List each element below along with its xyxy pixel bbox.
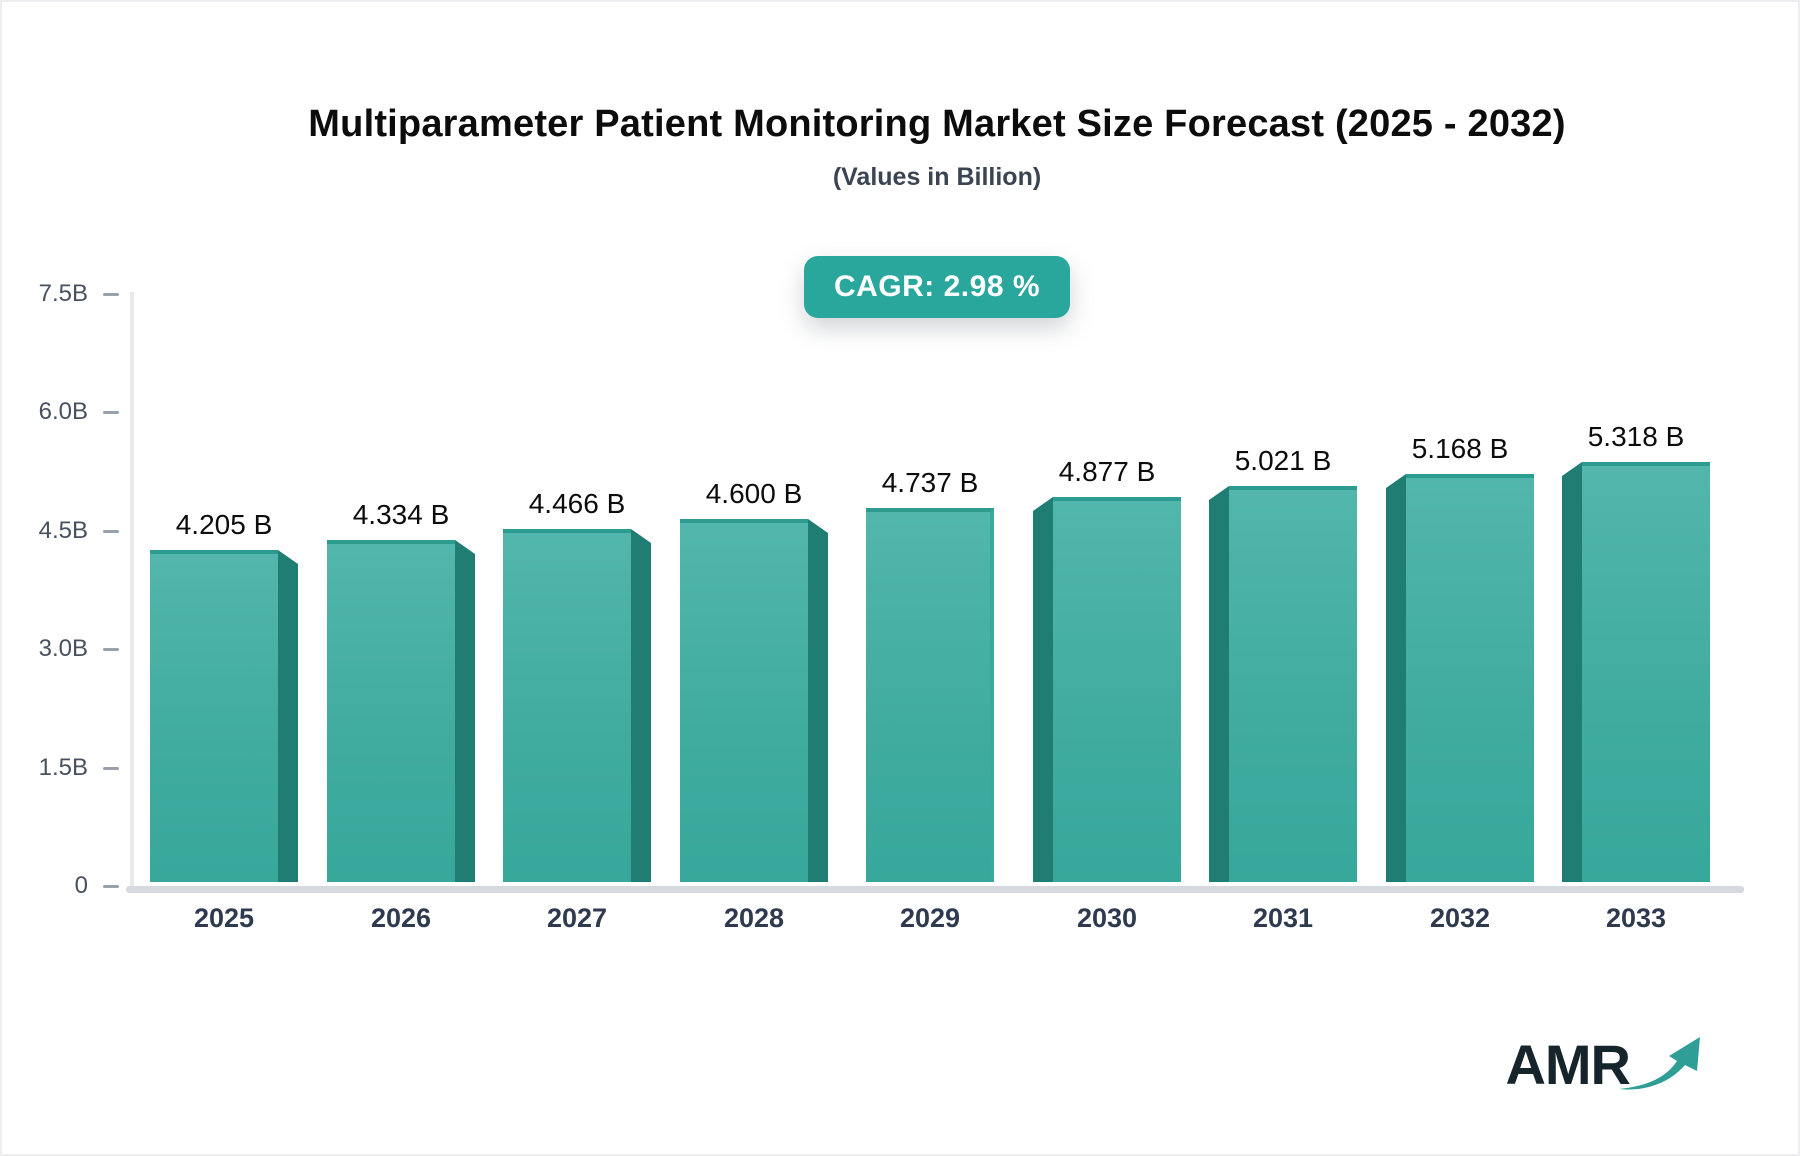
bar	[866, 508, 994, 882]
bar-group-2027: 4.466 B 2027	[503, 488, 651, 933]
y-axis-tick-label: 0	[74, 872, 88, 899]
y-axis-tick-mark	[103, 648, 119, 651]
y-axis-tick-mark	[103, 767, 119, 770]
y-axis-tick-label: 7.5B	[38, 280, 88, 307]
bar-group-2031: 5.021 B 2031	[1209, 445, 1357, 933]
x-axis-label: 2026	[370, 903, 432, 933]
x-axis-baseline	[126, 886, 1744, 893]
bar-side-face	[1033, 497, 1053, 882]
x-axis-label: 2032	[1429, 903, 1491, 933]
bar-side-face	[278, 550, 298, 882]
x-axis-label: 2025	[193, 903, 255, 933]
bar-side-face	[631, 529, 651, 882]
cagr-badge: CAGR: 2.98 %	[803, 256, 1071, 318]
y-axis-tick-mark	[103, 885, 119, 888]
y-axis-line	[130, 292, 134, 888]
y-tick: 1.5B	[2, 753, 122, 783]
y-axis-tick-label: 4.5B	[38, 517, 88, 544]
bar-value-label: 4.466 B	[528, 488, 626, 519]
amr-logo: AMR	[1505, 1032, 1704, 1097]
bar	[680, 519, 808, 882]
x-axis-label: 2031	[1252, 903, 1314, 933]
x-axis-label: 2029	[899, 903, 961, 933]
bar-side-face	[1386, 474, 1406, 882]
bar-side-face	[1562, 462, 1582, 882]
bar	[327, 540, 455, 882]
y-tick: 0	[2, 871, 122, 901]
bar-value-label: 4.600 B	[705, 478, 803, 509]
bar	[1229, 486, 1357, 882]
bar-value-label: 5.168 B	[1411, 433, 1509, 464]
bar-group-2026: 4.334 B 2026	[327, 499, 475, 933]
x-axis-label: 2033	[1605, 903, 1667, 933]
bar-group-2025: 4.205 B 2025	[150, 509, 298, 933]
x-axis-label: 2027	[546, 903, 608, 933]
x-axis-label: 2028	[723, 903, 785, 933]
y-axis-tick-label: 1.5B	[38, 754, 88, 781]
y-tick: 3.0B	[2, 634, 122, 664]
bar-side-face	[455, 540, 475, 882]
bar	[1053, 497, 1181, 882]
bar-group-2033: 5.318 B 2033	[1562, 421, 1710, 933]
growth-arrow-icon	[1619, 1036, 1700, 1089]
bar-value-label: 4.334 B	[352, 499, 450, 530]
y-axis-tick-label: 6.0B	[38, 398, 88, 425]
bar-value-label: 4.877 B	[1058, 456, 1156, 487]
bar-group-2030: 4.877 B 2030	[1033, 456, 1181, 933]
y-tick: 4.5B	[2, 516, 122, 546]
x-axis-label: 2030	[1076, 903, 1138, 933]
y-tick: 7.5B	[2, 279, 122, 309]
bar-value-label: 5.021 B	[1234, 445, 1332, 476]
y-tick: 6.0B	[2, 397, 122, 427]
chart-header: Multiparameter Patient Monitoring Market…	[76, 2, 1798, 318]
page-subtitle: (Values in Billion)	[832, 163, 1042, 191]
bar-group-2028: 4.600 B 2028	[680, 478, 828, 933]
bar	[1406, 474, 1534, 882]
bar	[1582, 462, 1710, 882]
page-title: Multiparameter Patient Monitoring Market…	[308, 103, 1566, 145]
y-axis-tick-label: 3.0B	[38, 635, 88, 662]
bar-value-label: 4.737 B	[881, 467, 979, 498]
bar	[503, 529, 631, 882]
bar-value-label: 5.318 B	[1587, 421, 1685, 452]
y-axis-tick-mark	[103, 293, 119, 296]
amr-logo-text: AMR	[1505, 1033, 1631, 1096]
bar	[150, 550, 278, 882]
bar-group-2032: 5.168 B 2032	[1386, 433, 1534, 933]
bar-side-face	[1209, 486, 1229, 882]
y-axis-tick-mark	[103, 530, 119, 533]
y-axis-tick-mark	[103, 411, 119, 414]
bar-side-face	[808, 519, 828, 882]
bar-group-2029: 4.737 B 2029	[866, 467, 994, 933]
bar-value-label: 4.205 B	[175, 509, 273, 540]
